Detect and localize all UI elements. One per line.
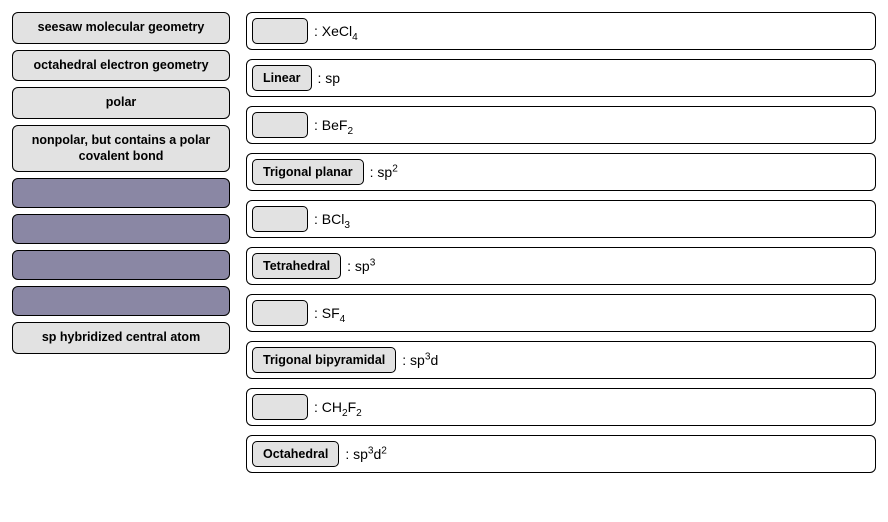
drag-tile-used	[12, 178, 230, 208]
drop-slot-label: Octahedral	[263, 447, 328, 461]
drop-slot-label: Tetrahedral	[263, 259, 330, 273]
drag-tile[interactable]: polar	[12, 87, 230, 119]
drop-slot-label: Linear	[263, 71, 301, 85]
match-row: : CH2F2	[246, 388, 876, 426]
drag-tile-label: nonpolar, but contains a polar covalent …	[21, 133, 221, 164]
drop-slot-label: Trigonal bipyramidal	[263, 353, 385, 367]
drop-slot-empty[interactable]	[252, 18, 308, 44]
draggable-tiles-column: seesaw molecular geometry octahedral elec…	[12, 12, 230, 354]
drop-slot-empty[interactable]	[252, 300, 308, 326]
row-rhs-text: : BCl3	[314, 211, 350, 227]
drag-tile[interactable]: octahedral electron geometry	[12, 50, 230, 82]
row-rhs-text: : CH2F2	[314, 399, 362, 415]
drag-tile[interactable]: seesaw molecular geometry	[12, 12, 230, 44]
match-row: : BeF2	[246, 106, 876, 144]
row-rhs-text: : sp3d2	[345, 446, 387, 462]
drag-tile-label: seesaw molecular geometry	[38, 20, 205, 36]
drag-tile-label: octahedral electron geometry	[33, 58, 208, 74]
drop-slot-filled[interactable]: Tetrahedral	[252, 253, 341, 279]
match-row: : BCl3	[246, 200, 876, 238]
drag-tile-used	[12, 250, 230, 280]
matching-exercise: seesaw molecular geometry octahedral elec…	[12, 12, 876, 473]
drag-tile[interactable]: nonpolar, but contains a polar covalent …	[12, 125, 230, 172]
match-row: Trigonal bipyramidal : sp3d	[246, 341, 876, 379]
drag-tile-label: polar	[106, 95, 137, 111]
match-row: Linear : sp	[246, 59, 876, 97]
row-rhs-text: : sp	[318, 70, 341, 86]
row-rhs-text: : sp2	[370, 164, 398, 180]
match-row: : XeCl4	[246, 12, 876, 50]
match-row: : SF4	[246, 294, 876, 332]
match-row: Trigonal planar : sp2	[246, 153, 876, 191]
drag-tile-used	[12, 286, 230, 316]
match-row: Octahedral : sp3d2	[246, 435, 876, 473]
drop-slot-filled[interactable]: Linear	[252, 65, 312, 91]
drag-tile[interactable]: sp hybridized central atom	[12, 322, 230, 354]
row-rhs-text: : SF4	[314, 305, 345, 321]
match-row: Tetrahedral : sp3	[246, 247, 876, 285]
row-rhs-text: : XeCl4	[314, 23, 358, 39]
drag-tile-label: sp hybridized central atom	[42, 330, 200, 346]
drop-slot-empty[interactable]	[252, 206, 308, 232]
row-rhs-text: : BeF2	[314, 117, 353, 133]
drop-slot-filled[interactable]: Octahedral	[252, 441, 339, 467]
drop-slot-filled[interactable]: Trigonal planar	[252, 159, 364, 185]
drop-slot-empty[interactable]	[252, 112, 308, 138]
drop-slot-label: Trigonal planar	[263, 165, 353, 179]
drop-slot-empty[interactable]	[252, 394, 308, 420]
row-rhs-text: : sp3	[347, 258, 375, 274]
drag-tile-used	[12, 214, 230, 244]
drop-rows-column: : XeCl4 Linear : sp : BeF2 Trigonal planar : …	[246, 12, 876, 473]
row-rhs-text: : sp3d	[402, 352, 438, 368]
drop-slot-filled[interactable]: Trigonal bipyramidal	[252, 347, 396, 373]
